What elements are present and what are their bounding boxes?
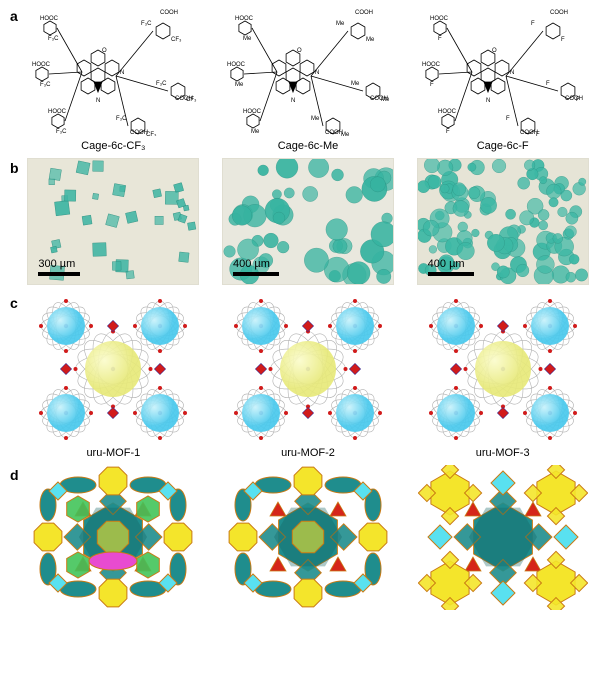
- svg-text:F: F: [536, 132, 540, 136]
- svg-text:Me: Me: [381, 97, 390, 103]
- svg-text:HOOC: HOOC: [48, 109, 67, 115]
- svg-text:F: F: [446, 129, 450, 135]
- crystal-diagram-1: [223, 293, 393, 443]
- chem-structure-f: COOHFFCOOHFFCOOHFFHOOCFHOOCFHOOCFONN: [418, 6, 588, 136]
- svg-text:CF₃: CF₃: [146, 132, 157, 136]
- svg-text:F₃C: F₃C: [56, 129, 67, 135]
- tiling-diagram-2: [418, 465, 588, 610]
- svg-text:HOOC: HOOC: [422, 62, 441, 68]
- chem-caption-2: Cage-6c-F: [477, 140, 529, 152]
- figure: a COOH CF₃ F₃C COOH CF₃ F₃C COOH CF₃ F₃C HOOC F₃C H…: [0, 0, 600, 620]
- micrograph-2: 400 µm: [417, 158, 589, 285]
- chem-cell-0: COOHCF₃F₃CCOOHCF₃F₃CCOOHCF₃F₃CHOOCF₃CHOO…: [26, 6, 201, 158]
- svg-text:Me: Me: [341, 132, 350, 136]
- scale-label-0: 300 µm: [38, 258, 75, 270]
- chem-structure-me: COOHMeMeCOOHMeMeCOOHMeMeHOOCMeHOOCMeHOOC…: [223, 6, 393, 136]
- tile-cell-0: [26, 465, 201, 610]
- tile-cell-1: [221, 465, 396, 610]
- cryst-cell-0: uru-MOF-1: [26, 293, 201, 465]
- svg-text:COOH: COOH: [565, 96, 583, 102]
- scale-bar-0: [38, 272, 80, 276]
- scale-bar-1: [233, 272, 279, 276]
- cryst-cell-2: uru-MOF-3: [415, 293, 590, 465]
- scale-label-1: 400 µm: [233, 258, 270, 270]
- cryst-caption-0: uru-MOF-1: [86, 447, 140, 459]
- micro-cell-0: 300 µm: [26, 158, 201, 285]
- svg-text:F: F: [506, 116, 510, 122]
- svg-text:Me: Me: [311, 116, 320, 122]
- svg-text:HOOC: HOOC: [235, 16, 254, 22]
- tiling-diagram-1: [223, 465, 393, 610]
- svg-text:F: F: [438, 36, 442, 42]
- svg-text:O: O: [492, 48, 497, 54]
- svg-text:Me: Me: [336, 21, 345, 27]
- chem-cell-1: COOHMeMeCOOHMeMeCOOHMeMeHOOCMeHOOCMeHOOC…: [221, 6, 396, 158]
- micrograph-0: 300 µm: [27, 158, 199, 285]
- chem-structure-cf3: COOHCF₃F₃CCOOHCF₃F₃CCOOHCF₃F₃CHOOCF₃CHOO…: [28, 6, 198, 136]
- micro-cell-1: 400 µm: [221, 158, 396, 285]
- row-a: a COOH CF₃ F₃C COOH CF₃ F₃C COOH CF₃ F₃C HOOC F₃C H…: [10, 6, 590, 158]
- svg-text:N: N: [486, 98, 490, 104]
- svg-text:HOOC: HOOC: [243, 109, 262, 115]
- crystal-diagram-2: [418, 293, 588, 443]
- scale-bar-2: [428, 272, 474, 276]
- svg-text:F: F: [430, 82, 434, 88]
- row-c-triple: uru-MOF-1 uru-MOF-2 uru-MOF-3: [26, 293, 590, 465]
- svg-text:F: F: [531, 21, 535, 27]
- svg-text:CF₃: CF₃: [171, 37, 182, 43]
- cryst-caption-2: uru-MOF-3: [476, 447, 530, 459]
- svg-text:HOOC: HOOC: [32, 62, 51, 68]
- crystal-diagram-0: [28, 293, 198, 443]
- micrograph-1: 400 µm: [222, 158, 394, 285]
- svg-text:F: F: [546, 81, 550, 87]
- svg-text:O: O: [102, 48, 107, 54]
- svg-text:COOH: COOH: [550, 10, 568, 16]
- svg-text:COOH: COOH: [355, 10, 373, 16]
- svg-text:HOOC: HOOC: [430, 16, 449, 22]
- panel-label-b: b: [10, 158, 26, 176]
- svg-text:N: N: [315, 70, 319, 76]
- svg-text:Me: Me: [351, 81, 360, 87]
- chem-caption-1: Cage-6c-Me: [278, 140, 339, 152]
- svg-text:F: F: [576, 97, 580, 103]
- chem-caption-0: Cage-6c-CF₃: [81, 140, 145, 152]
- svg-text:HOOC: HOOC: [40, 16, 59, 22]
- panel-label-a: a: [10, 6, 26, 24]
- chem-cell-2: COOHFFCOOHFFCOOHFFHOOCFHOOCFHOOCFONN Cag…: [415, 6, 590, 158]
- row-b-triple: 300 µm 400 µm 400 µm: [26, 158, 590, 285]
- row-b: b 300 µm 400 µm 400 µm: [10, 158, 590, 285]
- row-a-triple: COOH CF₃ F₃C COOH CF₃ F₃C COOH CF₃ F₃C HOOC F₃C HOO…: [26, 6, 590, 158]
- svg-text:HOOC: HOOC: [438, 109, 457, 115]
- svg-text:N: N: [120, 70, 124, 76]
- tile-cell-2: [415, 465, 590, 610]
- scale-label-2: 400 µm: [428, 258, 465, 270]
- svg-text:Me: Me: [243, 36, 252, 42]
- svg-text:N: N: [510, 70, 514, 76]
- svg-text:N: N: [291, 98, 295, 104]
- svg-text:N: N: [96, 98, 100, 104]
- svg-text:Me: Me: [366, 37, 375, 43]
- svg-text:F₃C: F₃C: [116, 116, 127, 122]
- row-c: c uru-MOF-1 uru-MOF-2 uru-MOF-3: [10, 293, 590, 465]
- panel-label-d: d: [10, 465, 26, 483]
- tiling-diagram-0: [28, 465, 198, 610]
- svg-text:F₃C: F₃C: [141, 21, 152, 27]
- cryst-cell-1: uru-MOF-2: [221, 293, 396, 465]
- svg-text:Me: Me: [251, 129, 260, 135]
- svg-text:Me: Me: [235, 82, 244, 88]
- micro-cell-2: 400 µm: [415, 158, 590, 285]
- row-d-triple: [26, 465, 590, 610]
- cryst-caption-1: uru-MOF-2: [281, 447, 335, 459]
- row-d: d: [10, 465, 590, 610]
- svg-text:O: O: [297, 48, 302, 54]
- panel-label-c: c: [10, 293, 26, 311]
- svg-text:F₃C: F₃C: [156, 81, 167, 87]
- svg-text:CF₃: CF₃: [186, 97, 197, 103]
- svg-text:COOH: COOH: [160, 10, 178, 16]
- svg-text:HOOC: HOOC: [227, 62, 246, 68]
- svg-text:F₃C: F₃C: [40, 82, 51, 88]
- svg-text:F: F: [561, 37, 565, 43]
- svg-text:F₃C: F₃C: [48, 36, 59, 42]
